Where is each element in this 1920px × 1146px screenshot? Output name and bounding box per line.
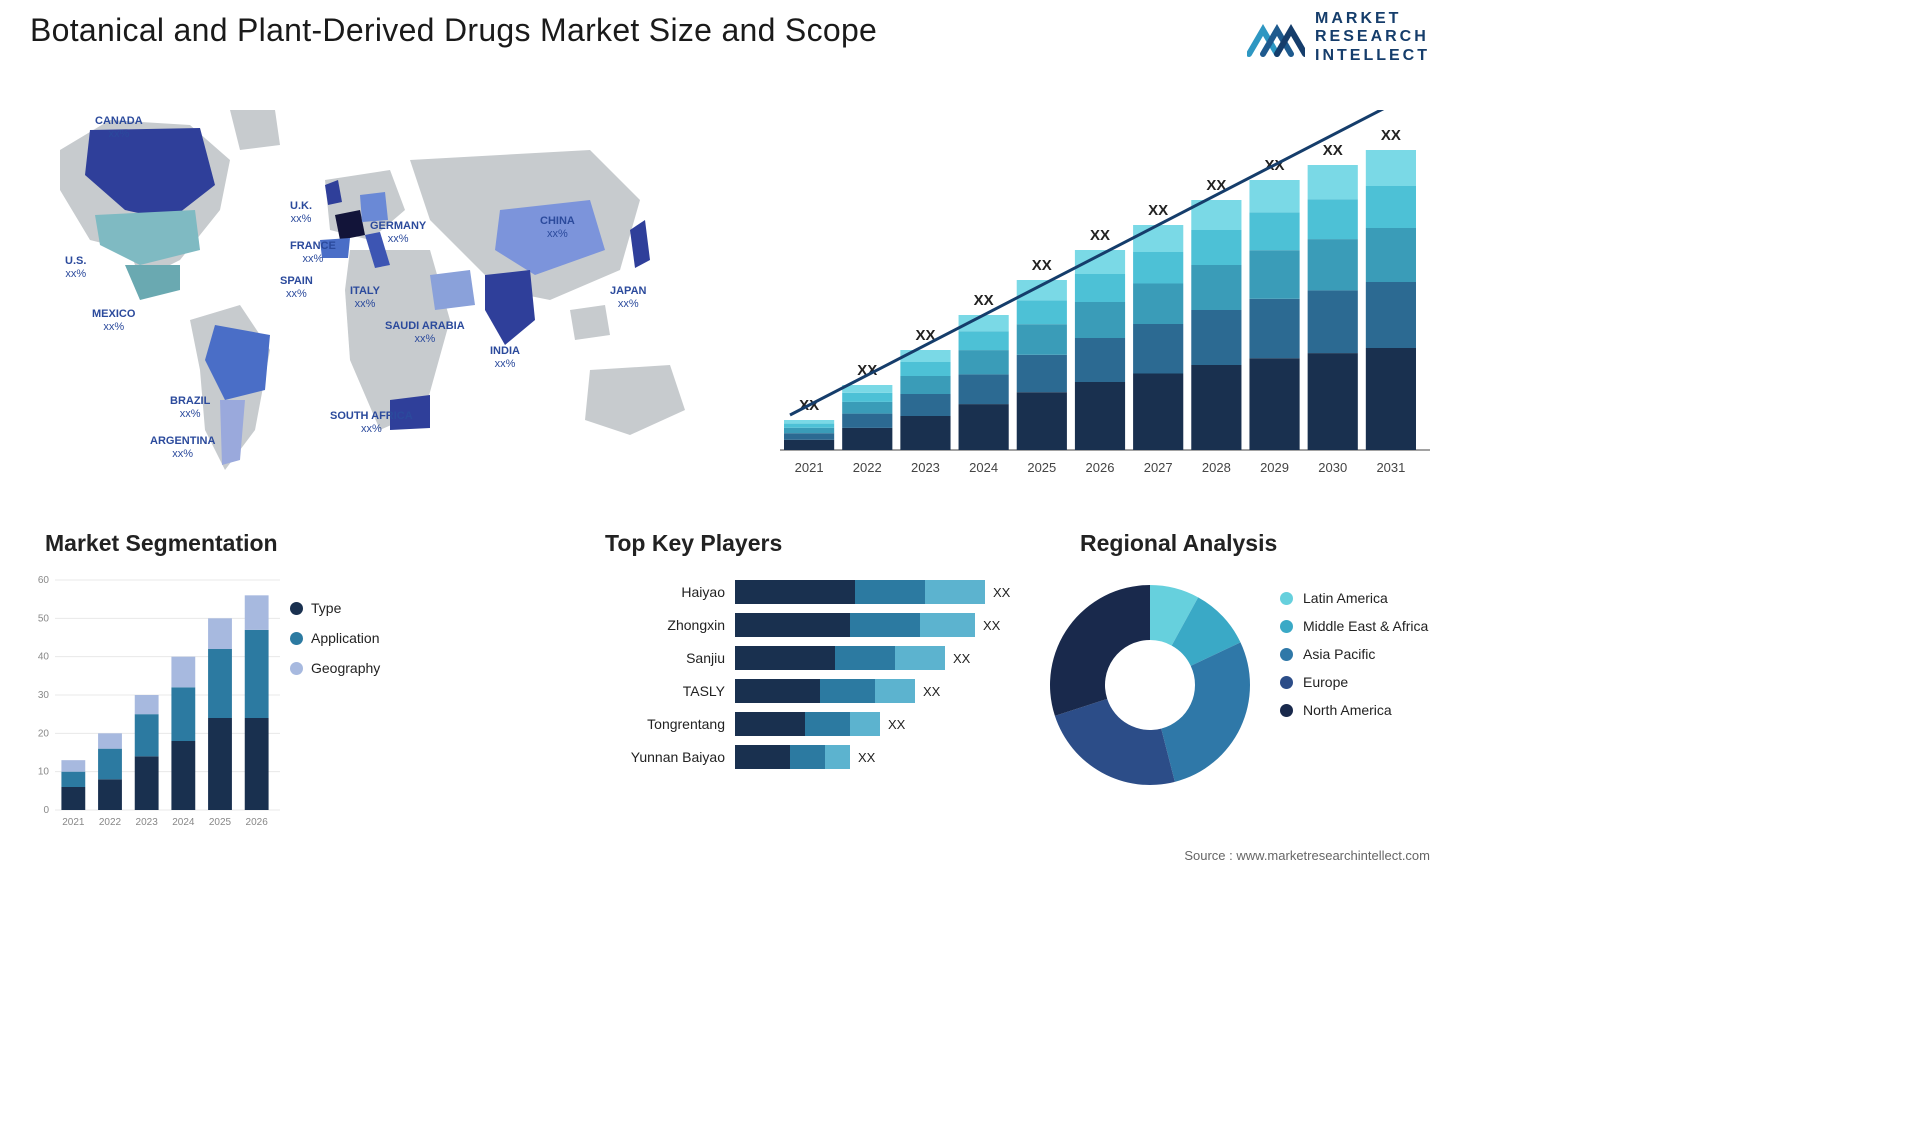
player-bar (735, 613, 975, 637)
country-label: JAPANxx% (610, 285, 646, 311)
svg-text:2021: 2021 (795, 460, 824, 475)
svg-text:2028: 2028 (1202, 460, 1231, 475)
segmentation-legend: Type Application Geography (290, 600, 380, 690)
brand-logo: MARKET RESEARCH INTELLECT (1247, 10, 1430, 65)
svg-text:2024: 2024 (969, 460, 998, 475)
country-label: MEXICOxx% (92, 308, 135, 334)
player-bar (735, 745, 850, 769)
svg-text:2025: 2025 (1027, 460, 1056, 475)
player-value: XX (923, 684, 940, 699)
svg-text:20: 20 (38, 728, 50, 739)
svg-text:XX: XX (1381, 127, 1401, 144)
player-row: TASLY XX (605, 679, 1015, 703)
legend-item: Latin America (1280, 590, 1428, 606)
svg-text:50: 50 (38, 613, 50, 624)
player-name: Tongrentang (605, 716, 735, 732)
svg-text:2022: 2022 (853, 460, 882, 475)
country-label: SOUTH AFRICAxx% (330, 410, 413, 436)
svg-text:2026: 2026 (1086, 460, 1115, 475)
player-bar (735, 580, 985, 604)
player-bar (735, 679, 915, 703)
country-label: U.S.xx% (65, 255, 86, 281)
players-heading: Top Key Players (605, 530, 782, 557)
logo-line-3: INTELLECT (1315, 47, 1430, 65)
player-value: XX (953, 651, 970, 666)
svg-text:2024: 2024 (172, 817, 195, 828)
regional-donut-chart (1040, 575, 1260, 795)
svg-text:2030: 2030 (1318, 460, 1347, 475)
logo-line-2: RESEARCH (1315, 28, 1430, 46)
player-bar (735, 646, 945, 670)
regional-heading: Regional Analysis (1080, 530, 1277, 557)
country-label: CANADAxx% (95, 115, 143, 141)
country-label: BRAZILxx% (170, 395, 210, 421)
svg-text:2029: 2029 (1260, 460, 1289, 475)
player-value: XX (858, 750, 875, 765)
country-label: SAUDI ARABIAxx% (385, 320, 465, 346)
legend-item: North America (1280, 702, 1428, 718)
legend-item: Type (290, 600, 380, 616)
svg-text:2021: 2021 (62, 817, 85, 828)
player-value: XX (993, 585, 1010, 600)
player-bar (735, 712, 880, 736)
country-label: ITALYxx% (350, 285, 380, 311)
player-value: XX (983, 618, 1000, 633)
legend-item: Geography (290, 660, 380, 676)
player-row: Haiyao XX (605, 580, 1015, 604)
svg-text:XX: XX (974, 292, 994, 309)
player-name: Haiyao (605, 584, 735, 600)
svg-text:XX: XX (1148, 202, 1168, 219)
country-label: U.K.xx% (290, 200, 312, 226)
svg-text:30: 30 (38, 690, 50, 701)
country-label: CHINAxx% (540, 215, 575, 241)
world-map: CANADAxx% U.S.xx% MEXICOxx% BRAZILxx% ARGENT… (30, 90, 720, 490)
country-label: ARGENTINAxx% (150, 435, 215, 461)
country-label: FRANCExx% (290, 240, 336, 266)
market-size-bar-chart: XX2021XX2022XX2023XX2024XX2025XX2026XX20… (760, 110, 1440, 490)
svg-text:2031: 2031 (1376, 460, 1405, 475)
svg-text:10: 10 (38, 767, 50, 778)
svg-text:2025: 2025 (209, 817, 232, 828)
svg-text:40: 40 (38, 652, 50, 663)
player-name: Yunnan Baiyao (605, 749, 735, 765)
country-label: INDIAxx% (490, 345, 520, 371)
player-row: Tongrentang XX (605, 712, 1015, 736)
logo-mark-icon (1247, 14, 1305, 62)
logo-line-1: MARKET (1315, 10, 1430, 28)
svg-text:XX: XX (1090, 227, 1110, 244)
player-row: Zhongxin XX (605, 613, 1015, 637)
svg-text:2027: 2027 (1144, 460, 1173, 475)
logo-text: MARKET RESEARCH INTELLECT (1315, 10, 1430, 65)
country-label: GERMANYxx% (370, 220, 426, 246)
page-title: Botanical and Plant-Derived Drugs Market… (30, 12, 877, 49)
players-chart: HaiyaoXXZhongxinXXSanjiuXXTASLYXXTongren… (605, 580, 1015, 778)
svg-text:2023: 2023 (911, 460, 940, 475)
legend-item: Application (290, 630, 380, 646)
player-name: Sanjiu (605, 650, 735, 666)
source-text: Source : www.marketresearchintellect.com (1184, 848, 1430, 863)
player-name: Zhongxin (605, 617, 735, 633)
player-value: XX (888, 717, 905, 732)
svg-text:60: 60 (38, 575, 50, 586)
legend-item: Europe (1280, 674, 1428, 690)
svg-text:0: 0 (43, 805, 49, 816)
player-row: Yunnan Baiyao XX (605, 745, 1015, 769)
regional-legend: Latin America Middle East & Africa Asia Pa… (1280, 590, 1428, 730)
svg-text:XX: XX (1323, 142, 1343, 159)
segmentation-heading: Market Segmentation (45, 530, 278, 557)
svg-text:2023: 2023 (136, 817, 159, 828)
player-name: TASLY (605, 683, 735, 699)
legend-item: Middle East & Africa (1280, 618, 1428, 634)
player-row: Sanjiu XX (605, 646, 1015, 670)
svg-text:2022: 2022 (99, 817, 122, 828)
svg-text:2026: 2026 (246, 817, 269, 828)
country-label: SPAINxx% (280, 275, 313, 301)
svg-text:XX: XX (1032, 257, 1052, 274)
legend-item: Asia Pacific (1280, 646, 1428, 662)
